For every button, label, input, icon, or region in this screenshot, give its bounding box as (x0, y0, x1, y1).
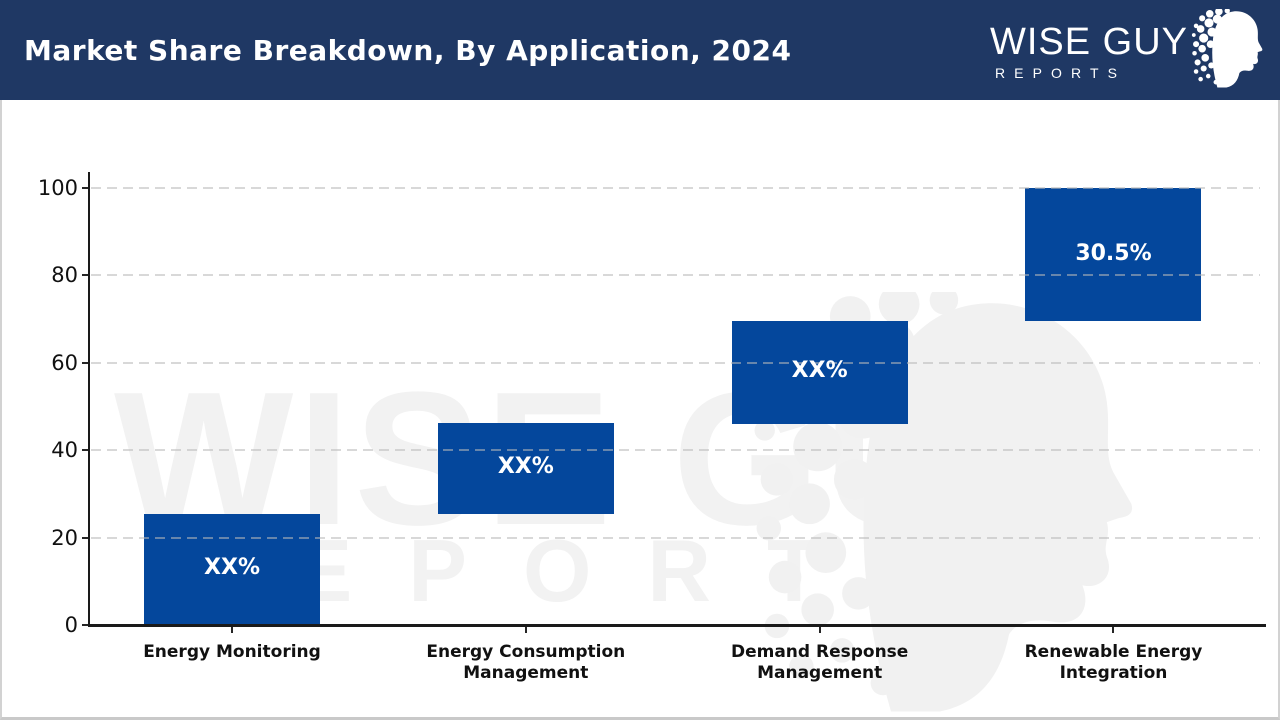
bar-segment (1025, 188, 1202, 322)
x-tick-mark (231, 626, 233, 633)
gridline (91, 187, 1260, 189)
gridline (91, 536, 1260, 539)
y-tick-mark (82, 274, 90, 277)
gridline (91, 361, 1260, 364)
y-tick-mark (82, 361, 90, 364)
plot-region: XX% XX% XX% 30.5% 0 20 40 60 80 100 Energy Monitor… (2, 100, 1278, 717)
bar-segment (437, 423, 614, 514)
x-tick-mark (1112, 626, 1115, 633)
bar-value-label: 30.5% (1075, 240, 1152, 266)
gridline (91, 274, 1260, 277)
gridline (91, 449, 1260, 452)
logo-wordmark-line1: WISE GUY (989, 20, 1188, 63)
y-tick-mark (82, 449, 90, 452)
logo-wordmark: WISE GUY REPORTS (990, 22, 1188, 81)
logo-wordmark-line2: REPORTS (994, 64, 1127, 81)
y-tick-mark (82, 624, 90, 626)
y-tick-label: 0 (64, 613, 78, 637)
bar-value-label: XX% (791, 358, 848, 384)
y-tick-label: 80 (51, 263, 78, 288)
chart-canvas: WISE GUY REPORTS (0, 100, 1280, 720)
header-bar: Market Share Breakdown, By Application, … (0, 0, 1280, 100)
y-tick-label: 100 (37, 176, 78, 200)
x-category-label: Renewable Energy Integration (1024, 642, 1203, 683)
logo-face-icon (1191, 9, 1263, 88)
bar-segment (144, 513, 320, 625)
x-axis-line (88, 624, 1266, 627)
bar-value-label: XX% (497, 454, 554, 480)
x-tick-mark (818, 626, 821, 633)
x-category-label: Demand Response Management (730, 642, 909, 683)
y-tick-label: 60 (51, 350, 78, 375)
y-tick-label: 20 (51, 525, 78, 550)
bar-value-label: XX% (204, 555, 260, 581)
wiseguy-logo: WISE GUY REPORTS (990, 7, 1266, 95)
page-title: Market Share Breakdown, By Application, … (24, 34, 792, 67)
y-tick-mark (82, 536, 90, 539)
x-category-label: Energy Monitoring (143, 642, 321, 662)
y-axis-line (88, 172, 90, 627)
y-tick-label: 40 (51, 438, 78, 463)
x-tick-mark (524, 626, 527, 633)
y-tick-mark (82, 187, 90, 189)
x-category-label: Energy Consumption Management (426, 642, 626, 683)
